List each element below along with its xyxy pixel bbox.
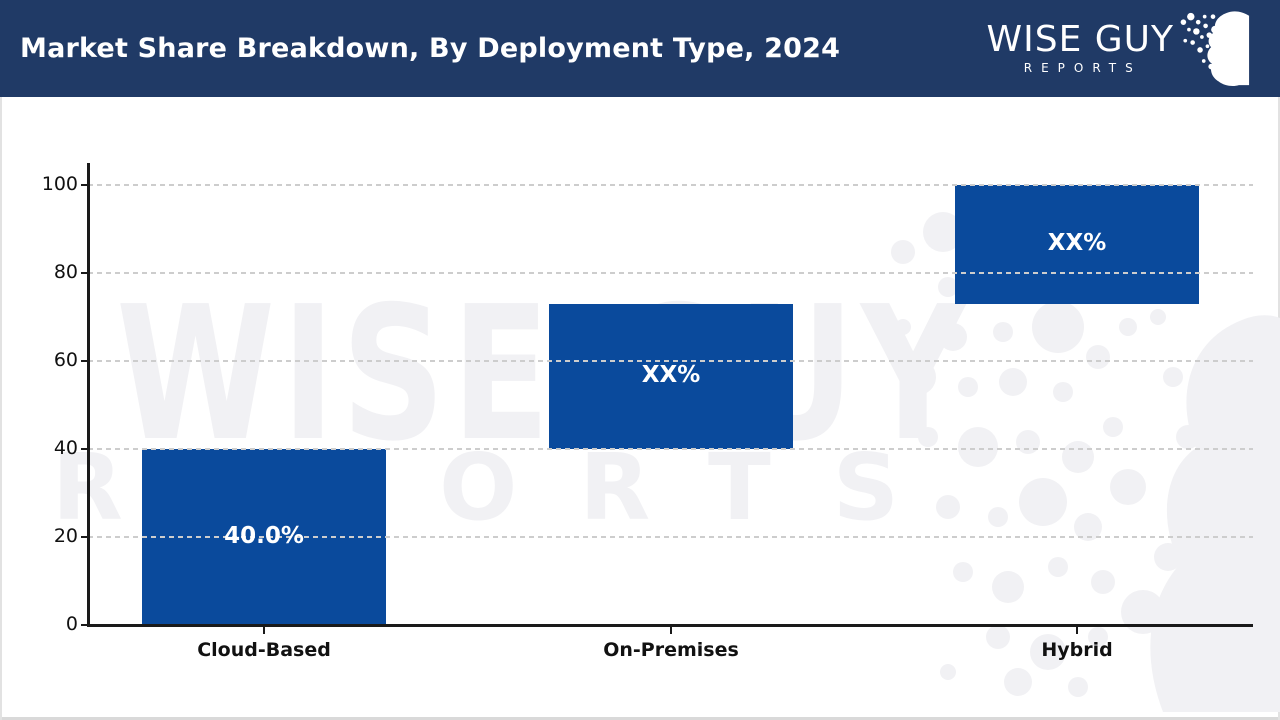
x-tick-hybrid [1076, 626, 1078, 634]
x-tick-cloud-based [263, 626, 265, 634]
chart-title: Market Share Breakdown, By Deployment Ty… [20, 33, 841, 64]
watermark-wordmark: WISE GUY [116, 266, 972, 482]
bar-label-hybrid: XX% [1047, 230, 1107, 257]
gridline-40 [88, 448, 1253, 450]
y-tick-80 [81, 272, 88, 274]
bar-label-cloud-based: 40.0% [224, 523, 304, 549]
x-label-on-premises: On-Premises [603, 639, 739, 661]
y-tick-0 [81, 624, 88, 626]
x-label-hybrid: Hybrid [1041, 639, 1113, 661]
bar-on-premises [549, 303, 793, 449]
y-tick-label-60: 60 [53, 349, 78, 371]
bar-label-on-premises: XX% [641, 362, 701, 389]
gridline-80 [88, 272, 1253, 274]
y-tick-20 [81, 536, 88, 538]
y-tick-label-20: 20 [53, 525, 78, 547]
x-label-cloud-based: Cloud-Based [197, 639, 331, 661]
y-tick-label-40: 40 [53, 437, 78, 459]
x-axis-line [87, 624, 1253, 627]
logo-text: WISE GUY REPORTS [986, 19, 1175, 76]
y-axis-line [87, 163, 90, 627]
gridline-100 [88, 184, 1253, 186]
y-tick-label-0: 0 [65, 613, 78, 635]
logo-face-icon [1180, 10, 1250, 86]
logo-name-line: WISE GUY [986, 19, 1174, 60]
header-bar: Market Share Breakdown, By Deployment Ty… [0, 0, 1280, 97]
y-tick-40 [81, 448, 88, 450]
logo-sub-line: REPORTS [1023, 61, 1142, 75]
y-tick-60 [81, 360, 88, 362]
gridline-60 [88, 360, 1253, 362]
wise-guy-reports-logo: WISE GUY REPORTS [987, 8, 1251, 90]
gridline-20 [88, 536, 1253, 538]
y-tick-label-80: 80 [53, 261, 78, 283]
x-tick-on-premises [670, 626, 672, 634]
y-tick-label-100: 100 [41, 173, 78, 195]
y-tick-100 [81, 184, 88, 186]
